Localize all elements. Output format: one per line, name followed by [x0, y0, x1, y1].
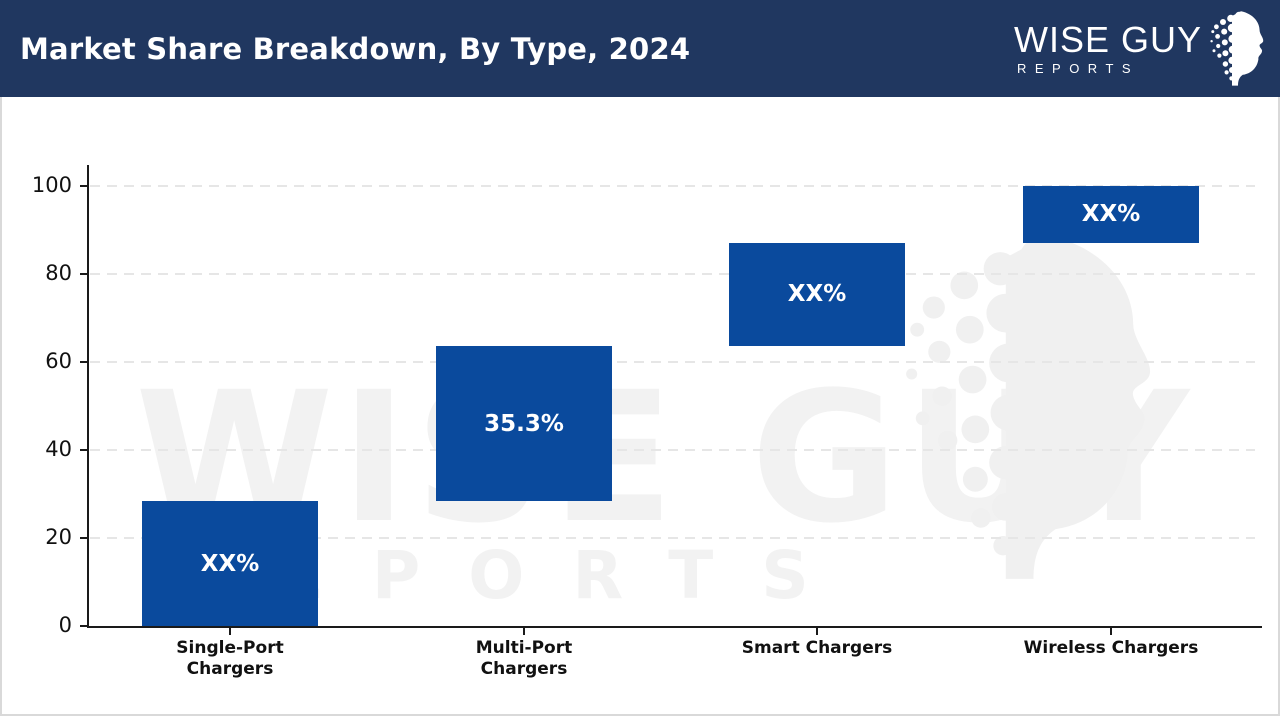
- y-tick-label-0: 0: [58, 613, 72, 637]
- bar-segment: 35.3%: [436, 346, 612, 502]
- header: Market Share Breakdown, By Type, 2024 WI…: [0, 0, 1280, 97]
- logo-wordmark: WISE GUY: [1013, 18, 1202, 60]
- x-category-label: Smart Chargers: [741, 638, 893, 658]
- y-tick-label-60: 60: [45, 349, 72, 373]
- x-tick-mark-3: [1110, 628, 1112, 635]
- x-tick-mark-2: [816, 628, 818, 635]
- y-tick-mark-60: [80, 361, 88, 363]
- x-category-label: Wireless Chargers: [1023, 638, 1199, 658]
- gridline-40: [90, 449, 1255, 451]
- x-category-label: Multi-Port Chargers: [475, 638, 573, 679]
- gridline-80: [90, 273, 1255, 275]
- x-category-label: Single-Port Chargers: [176, 638, 284, 679]
- y-tick-mark-100: [80, 185, 88, 187]
- gridline-60: [90, 361, 1255, 363]
- bar-value-label: 35.3%: [484, 410, 564, 437]
- y-tick-label-20: 20: [45, 525, 72, 549]
- y-tick-mark-40: [80, 449, 88, 451]
- bar-value-label: XX%: [787, 281, 847, 308]
- wiseguy-logo: WISE GUY REPORTS: [1014, 10, 1268, 88]
- bar-segment: XX%: [142, 501, 318, 626]
- logo-subtext: REPORTS: [1016, 60, 1140, 76]
- gridline-20: [90, 537, 1255, 539]
- logo-head-icon: [1210, 10, 1264, 86]
- y-tick-label-40: 40: [45, 437, 72, 461]
- y-axis-spine: [87, 165, 89, 628]
- page-title: Market Share Breakdown, By Type, 2024: [20, 31, 691, 66]
- bar-value-label: XX%: [200, 550, 260, 577]
- y-tick-label-100: 100: [31, 173, 72, 197]
- bar-segment: XX%: [1023, 186, 1199, 243]
- y-tick-mark-20: [80, 537, 88, 539]
- watermark-head-icon: [906, 235, 1151, 579]
- bar-value-label: XX%: [1081, 201, 1141, 228]
- logo-text: WISE GUY REPORTS: [1013, 18, 1202, 76]
- bar-segment: XX%: [729, 242, 905, 347]
- y-tick-label-80: 80: [45, 261, 72, 285]
- gridline-100: [90, 185, 1255, 187]
- y-tick-mark-0: [80, 625, 88, 627]
- plot-area: 0 20 40 60 80 100 XX% 35.3% XX% XX% Single-Port Ch…: [0, 97, 1280, 714]
- x-tick-mark-1: [523, 628, 525, 635]
- x-tick-mark-0: [229, 628, 231, 635]
- y-tick-mark-80: [80, 273, 88, 275]
- x-axis-spine: [87, 626, 1262, 628]
